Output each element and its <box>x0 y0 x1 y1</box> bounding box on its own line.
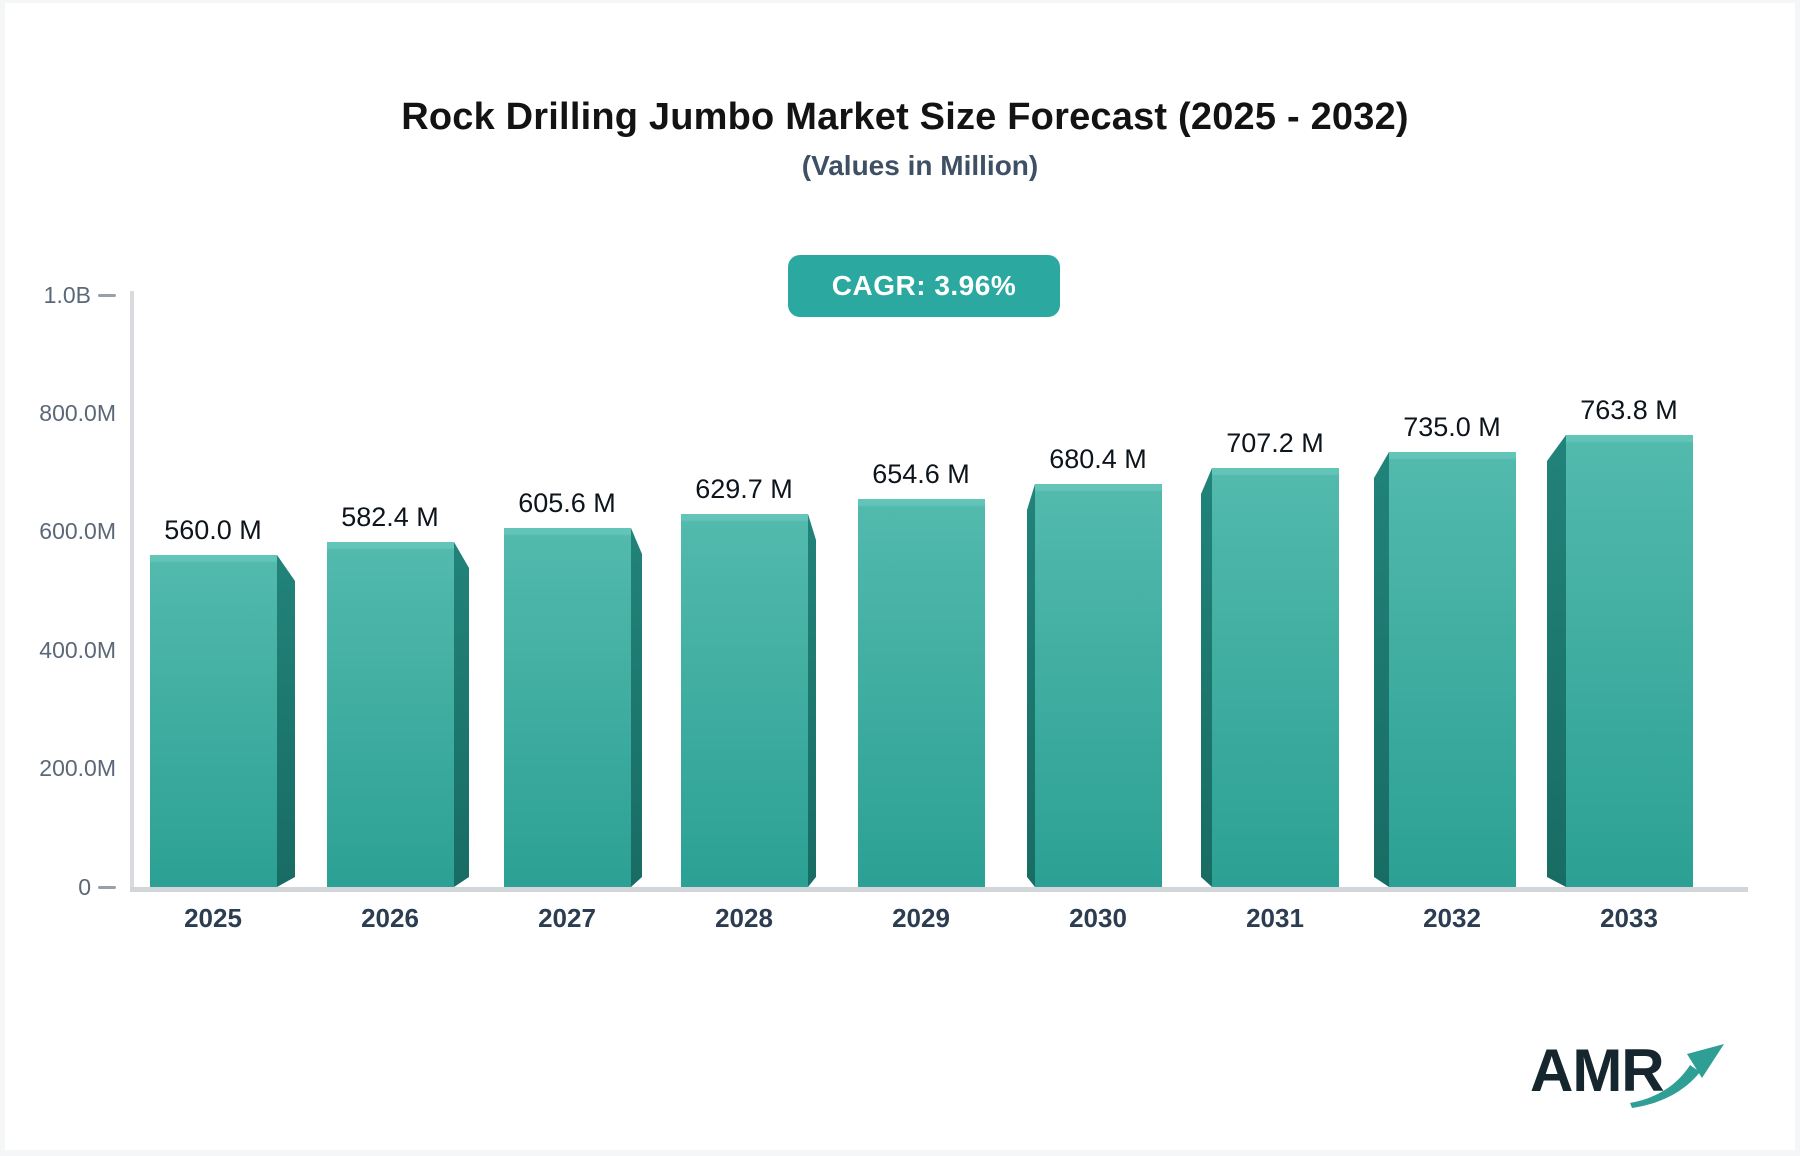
cagr-badge: CAGR: 3.96% <box>788 255 1060 317</box>
bar-2029[interactable] <box>858 499 985 887</box>
bar-side-2030 <box>1027 484 1035 887</box>
y-tick-label: 200.0M <box>39 755 116 782</box>
y-tick-800.0M: 800.0M <box>0 398 116 428</box>
bar-2030[interactable] <box>1035 484 1162 887</box>
chart-subtitle: (Values in Million) <box>801 150 1039 181</box>
y-tick-0: 0 <box>0 872 116 902</box>
y-tick-dash <box>98 885 116 889</box>
bar-value-label-2028: 629.7 M <box>695 474 793 504</box>
y-tick-label: 400.0M <box>39 636 116 663</box>
x-tick-label-2027: 2027 <box>538 903 596 933</box>
bar-2032[interactable] <box>1389 452 1516 887</box>
x-tick-label-2029: 2029 <box>892 903 950 933</box>
bar-2033[interactable] <box>1566 435 1693 887</box>
bar-value-label-2032: 735.0 M <box>1403 412 1501 442</box>
logo-arrow-icon <box>1630 1044 1724 1108</box>
x-tick-label-2031: 2031 <box>1246 903 1304 933</box>
x-tick-label-2033: 2033 <box>1600 903 1658 933</box>
bar-2026[interactable] <box>327 542 454 887</box>
x-tick-label-2025: 2025 <box>184 903 242 933</box>
y-tick-label: 600.0M <box>39 518 116 545</box>
y-tick-dash <box>98 293 116 297</box>
bar-value-label-2033: 763.8 M <box>1580 395 1678 425</box>
amr-logo-text: AMR <box>1530 1037 1665 1104</box>
x-tick-label-2026: 2026 <box>361 903 419 933</box>
x-tick-label-2032: 2032 <box>1423 903 1481 933</box>
y-tick-400.0M: 400.0M <box>0 635 116 665</box>
y-tick-label: 0 <box>78 873 91 900</box>
bar-value-label-2025: 560.0 M <box>164 515 262 545</box>
y-tick-600.0M: 600.0M <box>0 517 116 547</box>
bar-side-2026 <box>454 542 469 887</box>
bar-side-2033 <box>1547 435 1566 887</box>
x-tick-label-2030: 2030 <box>1069 903 1127 933</box>
cagr-badge-label: CAGR: 3.96% <box>831 270 1017 301</box>
x-tick-label-2028: 2028 <box>715 903 773 933</box>
bar-side-2025 <box>277 555 295 887</box>
bar-2025[interactable] <box>150 555 277 887</box>
amr-logo: AMR <box>1530 1036 1740 1112</box>
bar-side-2032 <box>1374 452 1389 887</box>
y-axis-line <box>130 291 134 891</box>
y-tick-200.0M: 200.0M <box>0 754 116 784</box>
bar-value-label-2031: 707.2 M <box>1226 428 1324 458</box>
bar-side-2031 <box>1201 468 1212 887</box>
bar-side-2028 <box>808 514 816 887</box>
bar-value-label-2027: 605.6 M <box>518 488 616 518</box>
x-axis-line <box>130 887 1748 892</box>
bar-2027[interactable] <box>504 528 631 887</box>
bar-value-label-2026: 582.4 M <box>341 502 439 532</box>
y-tick-1.0B: 1.0B <box>0 280 116 310</box>
bar-2031[interactable] <box>1212 468 1339 887</box>
bar-side-2027 <box>631 528 642 887</box>
bar-2028[interactable] <box>681 514 808 887</box>
y-tick-label: 1.0B <box>43 281 91 308</box>
chart-title: Rock Drilling Jumbo Market Size Forecast… <box>401 96 1409 138</box>
y-tick-label: 800.0M <box>39 399 116 426</box>
bar-value-label-2030: 680.4 M <box>1049 444 1147 474</box>
bar-value-label-2029: 654.6 M <box>872 459 970 489</box>
